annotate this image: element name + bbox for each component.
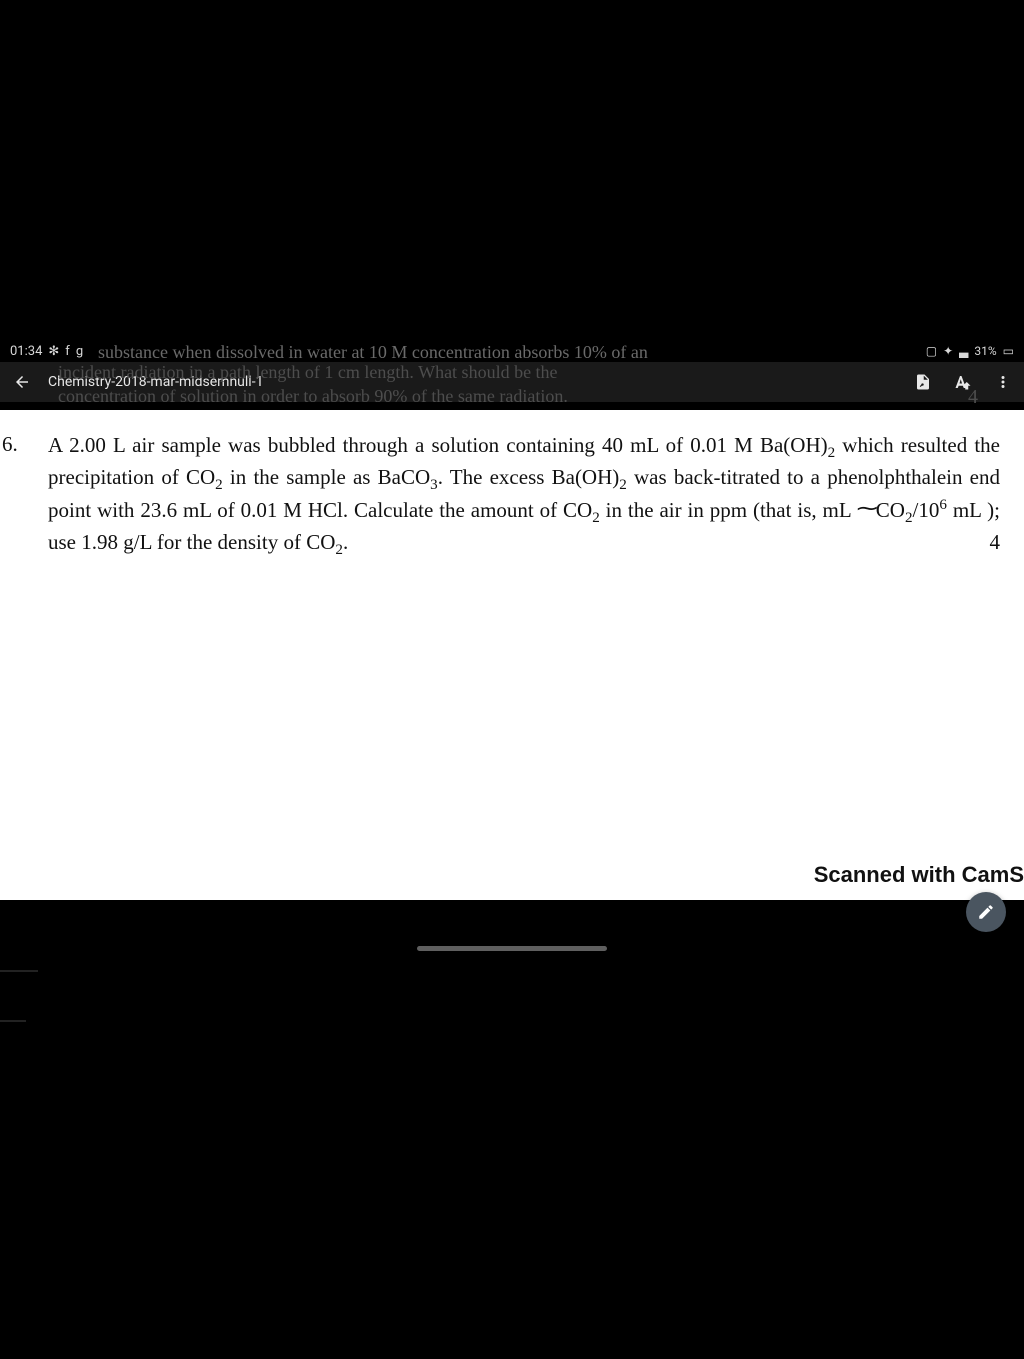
val-air-volume: 2.00 L <box>69 433 125 457</box>
document-title: Chemistry-2018-mar-midsemnull-1 <box>48 374 263 390</box>
status-icon: g <box>76 344 83 359</box>
gesture-nav-bar[interactable] <box>417 946 607 951</box>
edit-fab[interactable] <box>966 892 1006 932</box>
question-number: 6. <box>0 432 48 562</box>
search-in-page-icon[interactable] <box>912 371 934 393</box>
more-icon[interactable] <box>992 371 1014 393</box>
viewer-toolbar: Chemistry-2018-mar-midsemnull-1 <box>0 362 1024 402</box>
status-left: 01:34 ✻ f g <box>10 344 83 359</box>
back-icon[interactable] <box>10 370 34 394</box>
status-time: 01:34 <box>10 344 42 359</box>
scan-artifact <box>4 1029 55 1089</box>
val-hcl-conc: 0.01 M <box>241 498 302 522</box>
question-marks: 4 <box>990 529 1001 557</box>
scan-artifact <box>0 970 38 972</box>
scanned-with-label: Scanned with CamS <box>814 862 1024 888</box>
scan-artifact <box>0 1020 26 1022</box>
val-density: 1.98 g/L <box>81 530 151 554</box>
partial-prev-page-line: substance when dissolved in water at 10 … <box>98 342 1024 363</box>
document-page[interactable]: 6. A 2.00 L air sample was bubbled throu… <box>0 410 1024 900</box>
question-row: 6. A 2.00 L air sample was bubbled throu… <box>0 432 1006 562</box>
status-icon: ✻ <box>48 344 59 359</box>
status-icon: f <box>65 344 70 359</box>
val-baoh2-vol: 40 mL <box>602 433 659 457</box>
val-baoh2-conc: 0.01 M <box>690 433 753 457</box>
text-size-icon[interactable] <box>952 371 974 393</box>
screen: 01:34 ✻ f g ▢ ✦ ▃ 31% ▭ substance when d… <box>0 0 1024 1359</box>
question-body: A 2.00 L air sample was bubbled through … <box>48 432 1006 562</box>
val-hcl-vol: 23.6 mL <box>140 498 211 522</box>
scan-artifact <box>0 981 38 1031</box>
